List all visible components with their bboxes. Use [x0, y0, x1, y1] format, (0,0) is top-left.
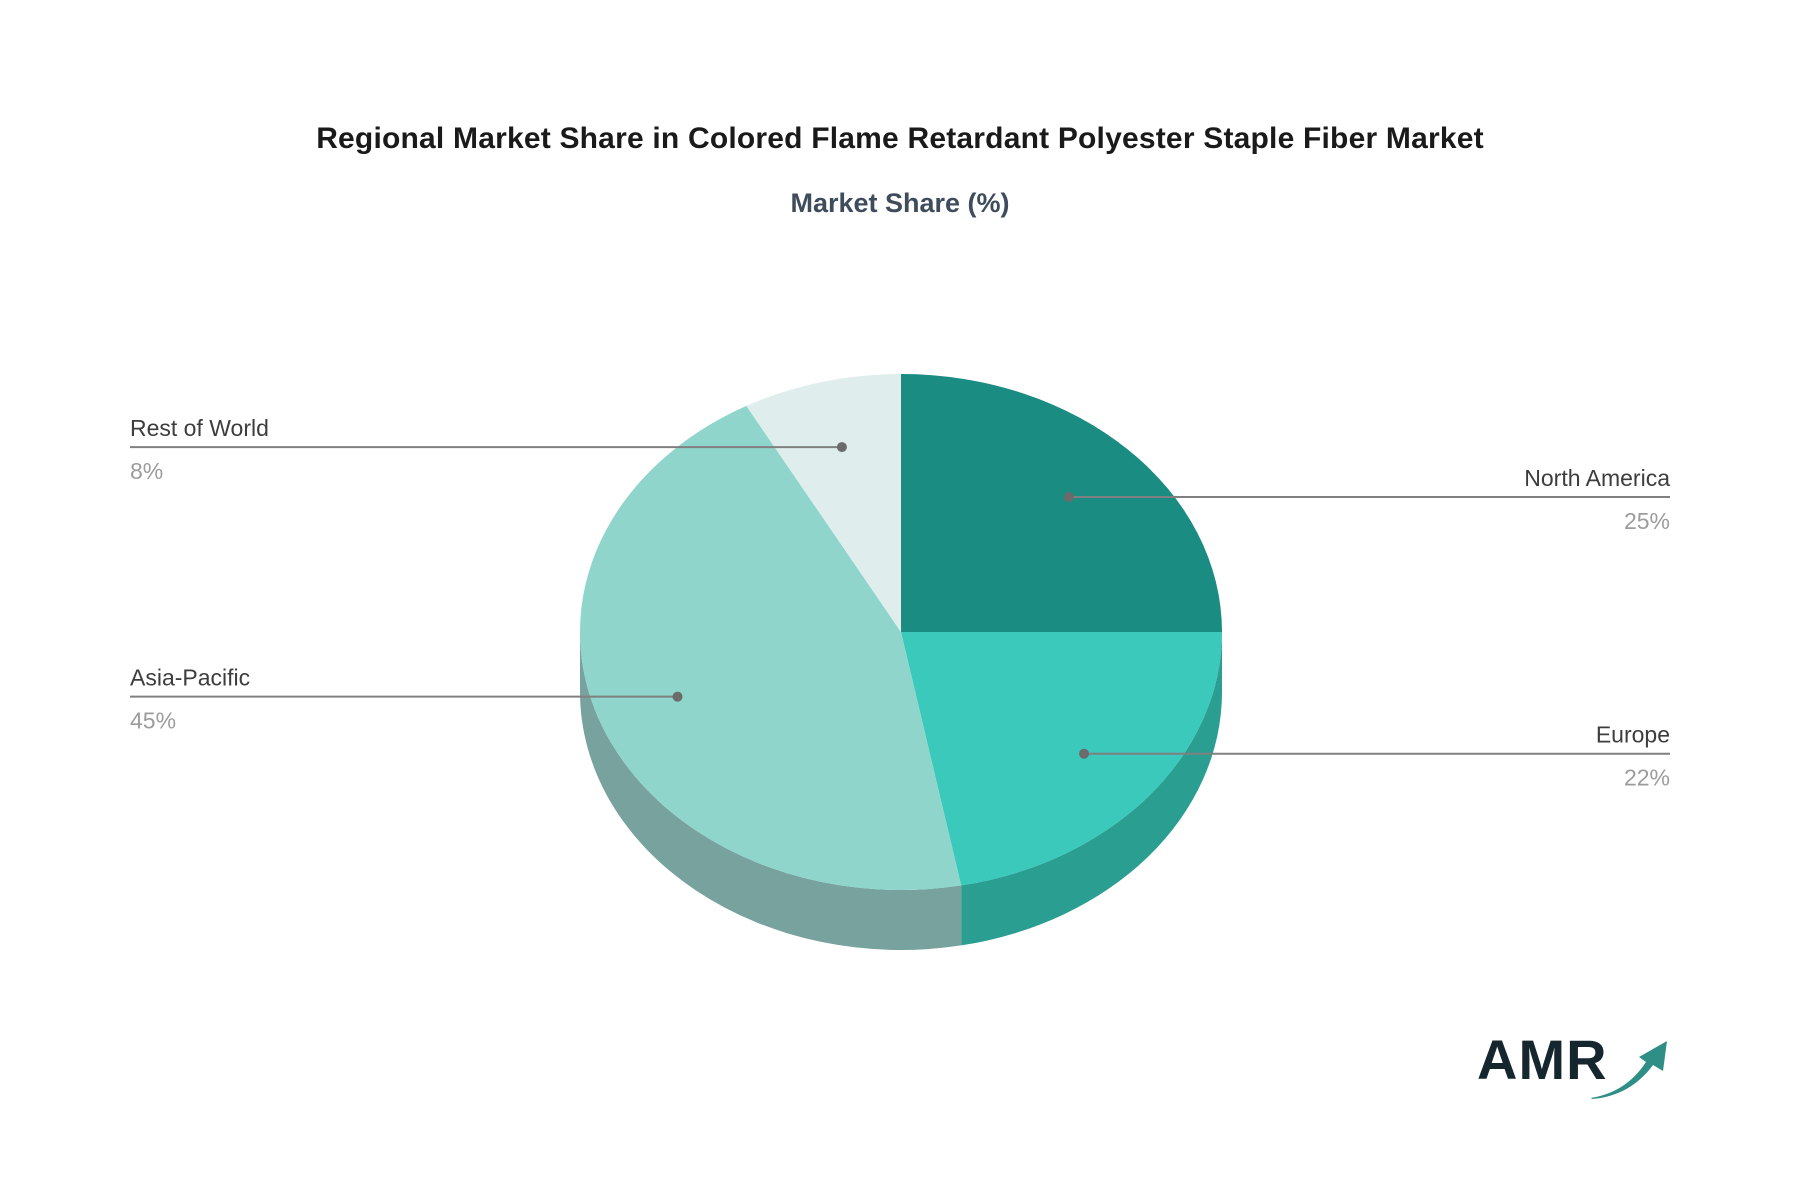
pie-slice-asia-pacific[interactable] [579, 405, 962, 890]
segment-label-europe: Europe [1596, 722, 1670, 748]
leader-dot-asia-pacific [672, 691, 683, 702]
pie-slice-side-europe [961, 632, 1222, 946]
logo-text: AMR [1477, 1028, 1608, 1091]
segment-value-europe: 22% [1624, 765, 1670, 791]
leader-dot-north-america [1063, 491, 1074, 502]
segment-label-north-america: North America [1524, 465, 1670, 491]
logo-arrow-icon [1591, 1041, 1667, 1099]
segment-value-north-america: 25% [1624, 508, 1670, 534]
amr-logo: AMR [1477, 1030, 1677, 1110]
pie-slice-europe[interactable] [901, 632, 1222, 886]
segment-value-rest-of-world: 8% [130, 458, 163, 484]
pie-slice-north-america[interactable] [901, 374, 1222, 632]
segment-label-rest-of-world: Rest of World [130, 415, 269, 441]
chart-title: Regional Market Share in Colored Flame R… [316, 122, 1484, 155]
pie-slice-rest-of-world[interactable] [746, 374, 901, 632]
segment-value-asia-pacific: 45% [130, 708, 176, 734]
chart-subtitle: Market Share (%) [790, 188, 1010, 218]
segment-label-asia-pacific: Asia-Pacific [130, 665, 250, 691]
pie-slice-side-asia-pacific [580, 632, 962, 950]
leader-dot-rest-of-world [836, 442, 847, 453]
leader-dot-europe [1079, 748, 1090, 759]
